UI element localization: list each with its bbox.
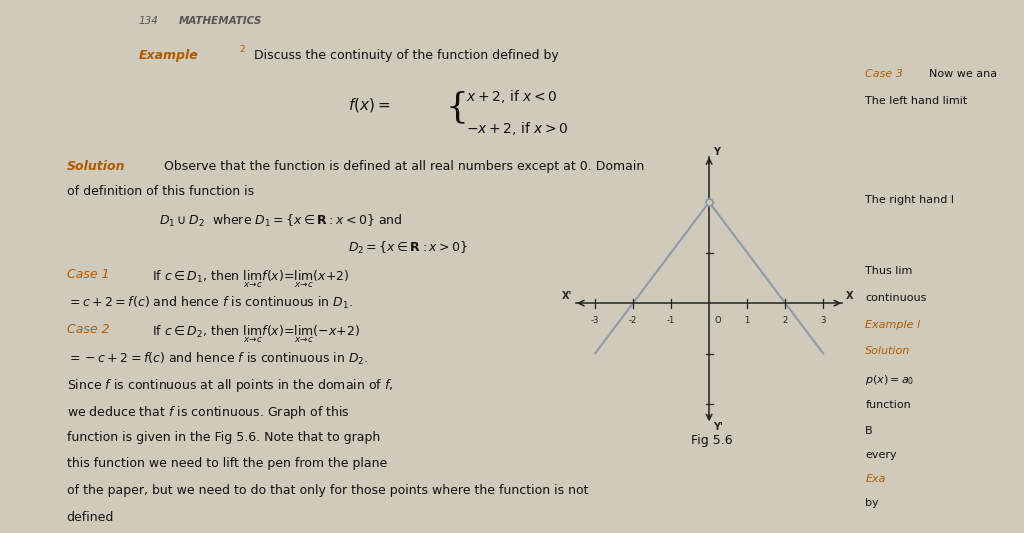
Text: Case 2: Case 2 <box>67 323 110 336</box>
Text: X: X <box>846 290 854 301</box>
Text: $= c + 2 = f(c)$ and hence $f$ is continuous in $D_1$.: $= c + 2 = f(c)$ and hence $f$ is contin… <box>67 295 352 311</box>
Text: $p(x) = a_0$: $p(x) = a_0$ <box>865 373 914 387</box>
Text: Observe that the function is defined at all real numbers except at 0. Domain: Observe that the function is defined at … <box>164 160 644 173</box>
Text: Y': Y' <box>713 422 723 432</box>
Text: 3: 3 <box>820 316 826 325</box>
Text: $D_2 = \{x \in \mathbf{R} : x > 0\}$: $D_2 = \{x \in \mathbf{R} : x > 0\}$ <box>348 240 468 256</box>
Text: Case 3: Case 3 <box>865 69 903 79</box>
Text: every: every <box>865 450 897 461</box>
Text: Example: Example <box>138 49 198 62</box>
Text: defined: defined <box>67 511 114 523</box>
Text: MATHEMATICS: MATHEMATICS <box>179 16 262 26</box>
Text: X': X' <box>562 290 572 301</box>
Text: Discuss the continuity of the function defined by: Discuss the continuity of the function d… <box>254 49 559 62</box>
Text: 134: 134 <box>138 16 158 26</box>
Text: O: O <box>715 316 722 325</box>
Text: {: { <box>445 91 468 125</box>
Text: Now we ana: Now we ana <box>922 69 996 79</box>
Text: Solution: Solution <box>67 160 125 173</box>
Text: $x+2$, if $x<0$: $x+2$, if $x<0$ <box>466 88 557 105</box>
Text: 2: 2 <box>240 45 245 54</box>
Text: Solution: Solution <box>865 346 910 357</box>
Text: of definition of this function is: of definition of this function is <box>67 185 254 198</box>
Text: -1: -1 <box>667 316 675 325</box>
Text: If $c \in D_2$, then $\lim_{x \to c} f(x) = \lim_{x \to c} (-x + 2)$: If $c \in D_2$, then $\lim_{x \to c} f(x… <box>152 323 359 345</box>
Text: this function we need to lift the pen from the plane: this function we need to lift the pen fr… <box>67 457 387 470</box>
Text: The left hand limit: The left hand limit <box>865 96 968 106</box>
Text: -2: -2 <box>629 316 637 325</box>
Text: If $c \in D_1$, then $\lim_{x \to c} f(x) = \lim_{x \to c} (x+2)$: If $c \in D_1$, then $\lim_{x \to c} f(x… <box>152 268 349 289</box>
Text: we deduce that $f$ is continuous. Graph of this: we deduce that $f$ is continuous. Graph … <box>67 404 349 421</box>
Text: $f(x) =$: $f(x) =$ <box>348 96 390 114</box>
Text: Since $f$ is continuous at all points in the domain of $f$,: Since $f$ is continuous at all points in… <box>67 377 393 394</box>
Text: Exa: Exa <box>865 474 886 484</box>
Text: Example l: Example l <box>865 320 921 330</box>
Text: Case 1: Case 1 <box>67 268 110 280</box>
Text: Y: Y <box>713 147 720 157</box>
Text: 2: 2 <box>782 316 787 325</box>
Text: Thus lim: Thus lim <box>865 266 912 277</box>
Text: $= -c + 2 = f(c)$ and hence $f$ is continuous in $D_2$.: $= -c + 2 = f(c)$ and hence $f$ is conti… <box>67 351 368 367</box>
Text: $D_1 \cup D_2$  where $D_1 = \{x \in \mathbf{R} : x < 0\}$ and: $D_1 \cup D_2$ where $D_1 = \{x \in \mat… <box>159 213 402 229</box>
Text: function: function <box>865 400 911 410</box>
Text: Fig 5.6: Fig 5.6 <box>691 434 732 447</box>
Text: function is given in the Fig 5.6. Note that to graph: function is given in the Fig 5.6. Note t… <box>67 431 380 443</box>
Text: of the paper, but we need to do that only for those points where the function is: of the paper, but we need to do that onl… <box>67 484 588 497</box>
Text: The right hand l: The right hand l <box>865 195 954 205</box>
Text: by: by <box>865 498 879 508</box>
Text: continuous: continuous <box>865 293 927 303</box>
Text: -3: -3 <box>591 316 599 325</box>
Text: B: B <box>865 426 872 437</box>
Text: $-x+2$, if $x>0$: $-x+2$, if $x>0$ <box>466 120 568 137</box>
Text: 1: 1 <box>744 316 750 325</box>
